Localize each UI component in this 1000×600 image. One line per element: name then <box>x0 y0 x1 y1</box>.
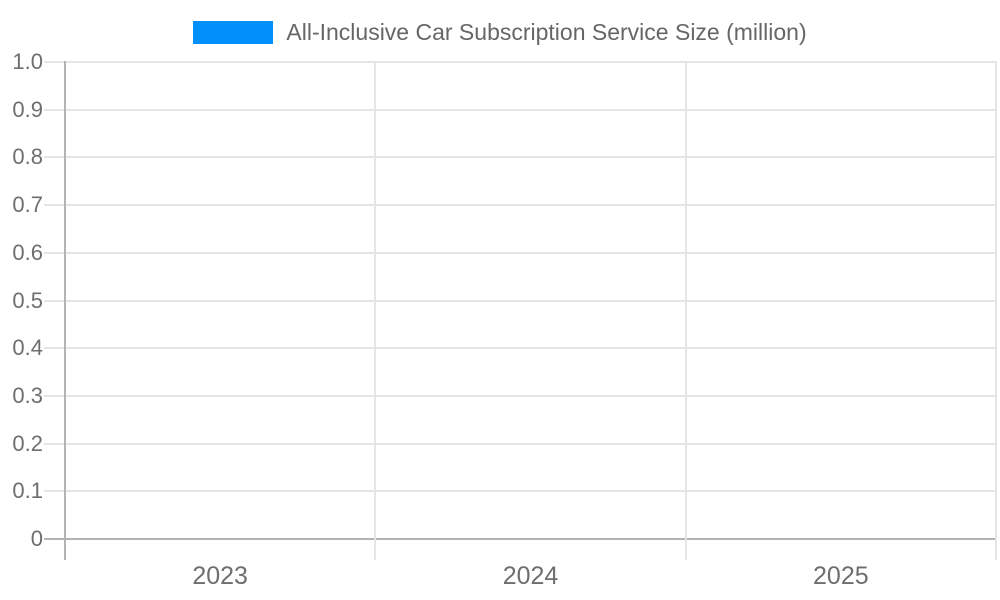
y-tick-label: 0.7 <box>12 192 43 218</box>
x-gridline <box>995 61 997 560</box>
y-gridline <box>44 347 997 350</box>
y-tick-label: 0.3 <box>12 382 43 408</box>
y-tick-label: 0 <box>30 526 43 551</box>
x-axis-zero-line <box>44 538 997 540</box>
x-tick-label: 2025 <box>813 562 869 590</box>
y-gridline <box>44 251 997 254</box>
y-tick-label: 1.0 <box>12 49 43 74</box>
y-tick-label: 0.6 <box>12 239 43 265</box>
y-tick-label: 0.9 <box>12 96 43 122</box>
x-tick-label: 2023 <box>192 562 248 590</box>
y-gridline <box>44 156 997 159</box>
y-gridline <box>44 299 997 302</box>
y-gridline <box>44 442 997 445</box>
y-gridline <box>44 490 997 493</box>
y-tick-label: 0.5 <box>12 287 43 313</box>
y-tick-label: 0.1 <box>12 478 43 504</box>
y-gridline <box>44 204 997 207</box>
x-gridline <box>684 61 687 560</box>
x-gridline <box>374 61 377 560</box>
x-tick-label: 2024 <box>502 562 559 590</box>
y-axis-line <box>64 61 66 560</box>
legend-swatch-icon <box>193 20 274 44</box>
y-tick-label: 0.2 <box>12 430 43 456</box>
legend-item[interactable]: All-Inclusive Car Subscription Service S… <box>0 18 1000 46</box>
y-tick-label: 0.8 <box>12 144 43 170</box>
y-gridline <box>44 394 997 397</box>
y-tick-label: 0.4 <box>12 335 43 361</box>
y-gridline <box>44 61 997 63</box>
legend-label: All-Inclusive Car Subscription Service S… <box>286 18 807 45</box>
y-gridline <box>44 108 997 111</box>
